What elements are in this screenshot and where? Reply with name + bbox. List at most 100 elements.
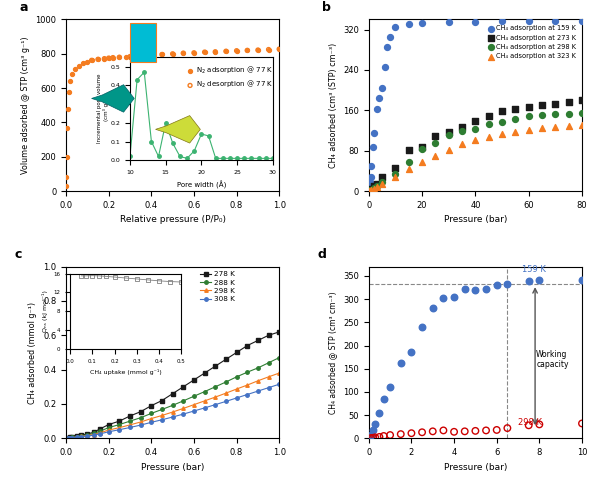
N$_2$ adsorption @ 77 K bbox=[253, 46, 263, 54]
CH₄ adsorption at 298 K bbox=[577, 109, 587, 117]
CH₄ adsorption at 273 K bbox=[372, 180, 382, 187]
278 K bbox=[84, 431, 91, 437]
N$_2$ desorption @ 77 K bbox=[93, 56, 103, 63]
CH₄ adsorption at 273 K bbox=[367, 185, 376, 192]
N$_2$ desorption @ 77 K bbox=[136, 52, 145, 60]
CH₄ adsorption at 159 K bbox=[444, 18, 454, 26]
288 K bbox=[77, 433, 85, 439]
Legend: N$_2$ adsorption @ 77 K, N$_2$ desorption @ 77 K: N$_2$ adsorption @ 77 K, N$_2$ desorptio… bbox=[184, 62, 276, 93]
308 K bbox=[244, 392, 251, 397]
Point bbox=[449, 293, 459, 300]
CH₄ adsorption at 323 K bbox=[577, 122, 587, 130]
X-axis label: Relative pressure (P/P₀): Relative pressure (P/P₀) bbox=[119, 215, 226, 225]
CH₄ adsorption at 273 K bbox=[457, 123, 467, 131]
288 K bbox=[97, 428, 104, 434]
Point bbox=[368, 426, 378, 434]
CH₄ adsorption at 298 K bbox=[484, 121, 494, 129]
CH₄ adsorption at 323 K bbox=[537, 124, 547, 132]
Point bbox=[577, 420, 587, 428]
Point bbox=[439, 427, 448, 434]
308 K bbox=[275, 381, 283, 387]
CH₄ adsorption at 298 K bbox=[367, 186, 376, 193]
Point bbox=[366, 434, 376, 442]
CH₄ adsorption at 159 K bbox=[368, 143, 377, 150]
CH₄ adsorption at 159 K bbox=[497, 18, 507, 25]
278 K bbox=[244, 343, 251, 349]
Point bbox=[460, 428, 470, 435]
Text: 159 K: 159 K bbox=[522, 265, 546, 274]
N$_2$ adsorption @ 77 K bbox=[104, 54, 113, 62]
CH₄ adsorption at 273 K bbox=[404, 146, 413, 153]
278 K bbox=[73, 433, 80, 439]
CH₄ adsorption at 159 K bbox=[367, 162, 376, 170]
298 K bbox=[116, 425, 123, 431]
308 K bbox=[158, 417, 166, 423]
Point bbox=[374, 433, 384, 441]
Point bbox=[385, 431, 395, 439]
Point bbox=[368, 434, 378, 442]
N$_2$ adsorption @ 77 K bbox=[62, 124, 72, 131]
CH₄ adsorption at 298 K bbox=[417, 145, 427, 153]
Point bbox=[460, 285, 470, 293]
308 K bbox=[137, 422, 144, 428]
CH₄ adsorption at 273 K bbox=[370, 182, 379, 190]
CH₄ adsorption at 273 K bbox=[577, 96, 587, 104]
CH₄ adsorption at 323 K bbox=[564, 122, 574, 130]
298 K bbox=[77, 433, 85, 439]
N$_2$ desorption @ 77 K bbox=[100, 55, 109, 62]
288 K bbox=[212, 384, 219, 390]
288 K bbox=[223, 379, 230, 385]
N$_2$ adsorption @ 77 K bbox=[242, 46, 252, 54]
Polygon shape bbox=[92, 85, 134, 112]
CH₄ adsorption at 298 K bbox=[497, 118, 507, 126]
N$_2$ adsorption @ 77 K bbox=[221, 47, 231, 55]
Point bbox=[428, 304, 437, 312]
Point bbox=[374, 409, 384, 417]
CH₄ adsorption at 273 K bbox=[431, 131, 440, 139]
Point bbox=[470, 427, 480, 435]
N$_2$ adsorption @ 77 K bbox=[68, 71, 77, 78]
Line: 298 K: 298 K bbox=[67, 372, 281, 440]
288 K bbox=[179, 398, 187, 404]
Point bbox=[492, 281, 502, 289]
Y-axis label: CH₄ adsorbed (cm³ (STP) cm⁻³): CH₄ adsorbed (cm³ (STP) cm⁻³) bbox=[329, 43, 338, 168]
N$_2$ adsorption @ 77 K bbox=[264, 46, 274, 54]
278 K bbox=[90, 430, 97, 435]
308 K bbox=[77, 434, 85, 440]
308 K bbox=[127, 425, 134, 431]
288 K bbox=[116, 422, 123, 428]
CH₄ adsorption at 298 K bbox=[551, 111, 560, 118]
298 K bbox=[190, 402, 197, 408]
CH₄ adsorption at 298 K bbox=[537, 112, 547, 119]
CH₄ adsorption at 159 K bbox=[577, 18, 587, 25]
288 K bbox=[137, 415, 144, 421]
CH₄ adsorption at 273 K bbox=[537, 101, 547, 109]
308 K bbox=[67, 435, 74, 441]
Point bbox=[470, 286, 480, 294]
308 K bbox=[265, 385, 272, 391]
N$_2$ adsorption @ 77 K bbox=[168, 50, 178, 57]
CH₄ adsorption at 273 K bbox=[484, 112, 494, 120]
298 K bbox=[148, 415, 155, 421]
N$_2$ desorption @ 77 K bbox=[232, 47, 241, 55]
N$_2$ desorption @ 77 K bbox=[125, 53, 135, 60]
Text: Working
capacity: Working capacity bbox=[536, 350, 569, 369]
308 K bbox=[179, 411, 187, 417]
N$_2$ adsorption @ 77 K bbox=[274, 45, 284, 53]
278 K bbox=[179, 384, 187, 390]
308 K bbox=[169, 414, 176, 420]
N$_2$ adsorption @ 77 K bbox=[62, 173, 71, 181]
Point bbox=[379, 395, 389, 403]
288 K bbox=[233, 374, 240, 380]
278 K bbox=[190, 377, 197, 383]
N$_2$ adsorption @ 77 K bbox=[83, 57, 92, 65]
CH₄ adsorption at 159 K bbox=[377, 84, 387, 92]
298 K bbox=[233, 386, 240, 392]
CH₄ adsorption at 298 K bbox=[365, 187, 374, 194]
Text: 298 K: 298 K bbox=[518, 418, 542, 427]
N$_2$ adsorption @ 77 K bbox=[200, 48, 209, 56]
Point bbox=[492, 426, 502, 434]
278 K bbox=[169, 391, 176, 396]
N$_2$ adsorption @ 77 K bbox=[62, 153, 71, 161]
Line: 308 K: 308 K bbox=[67, 382, 281, 440]
